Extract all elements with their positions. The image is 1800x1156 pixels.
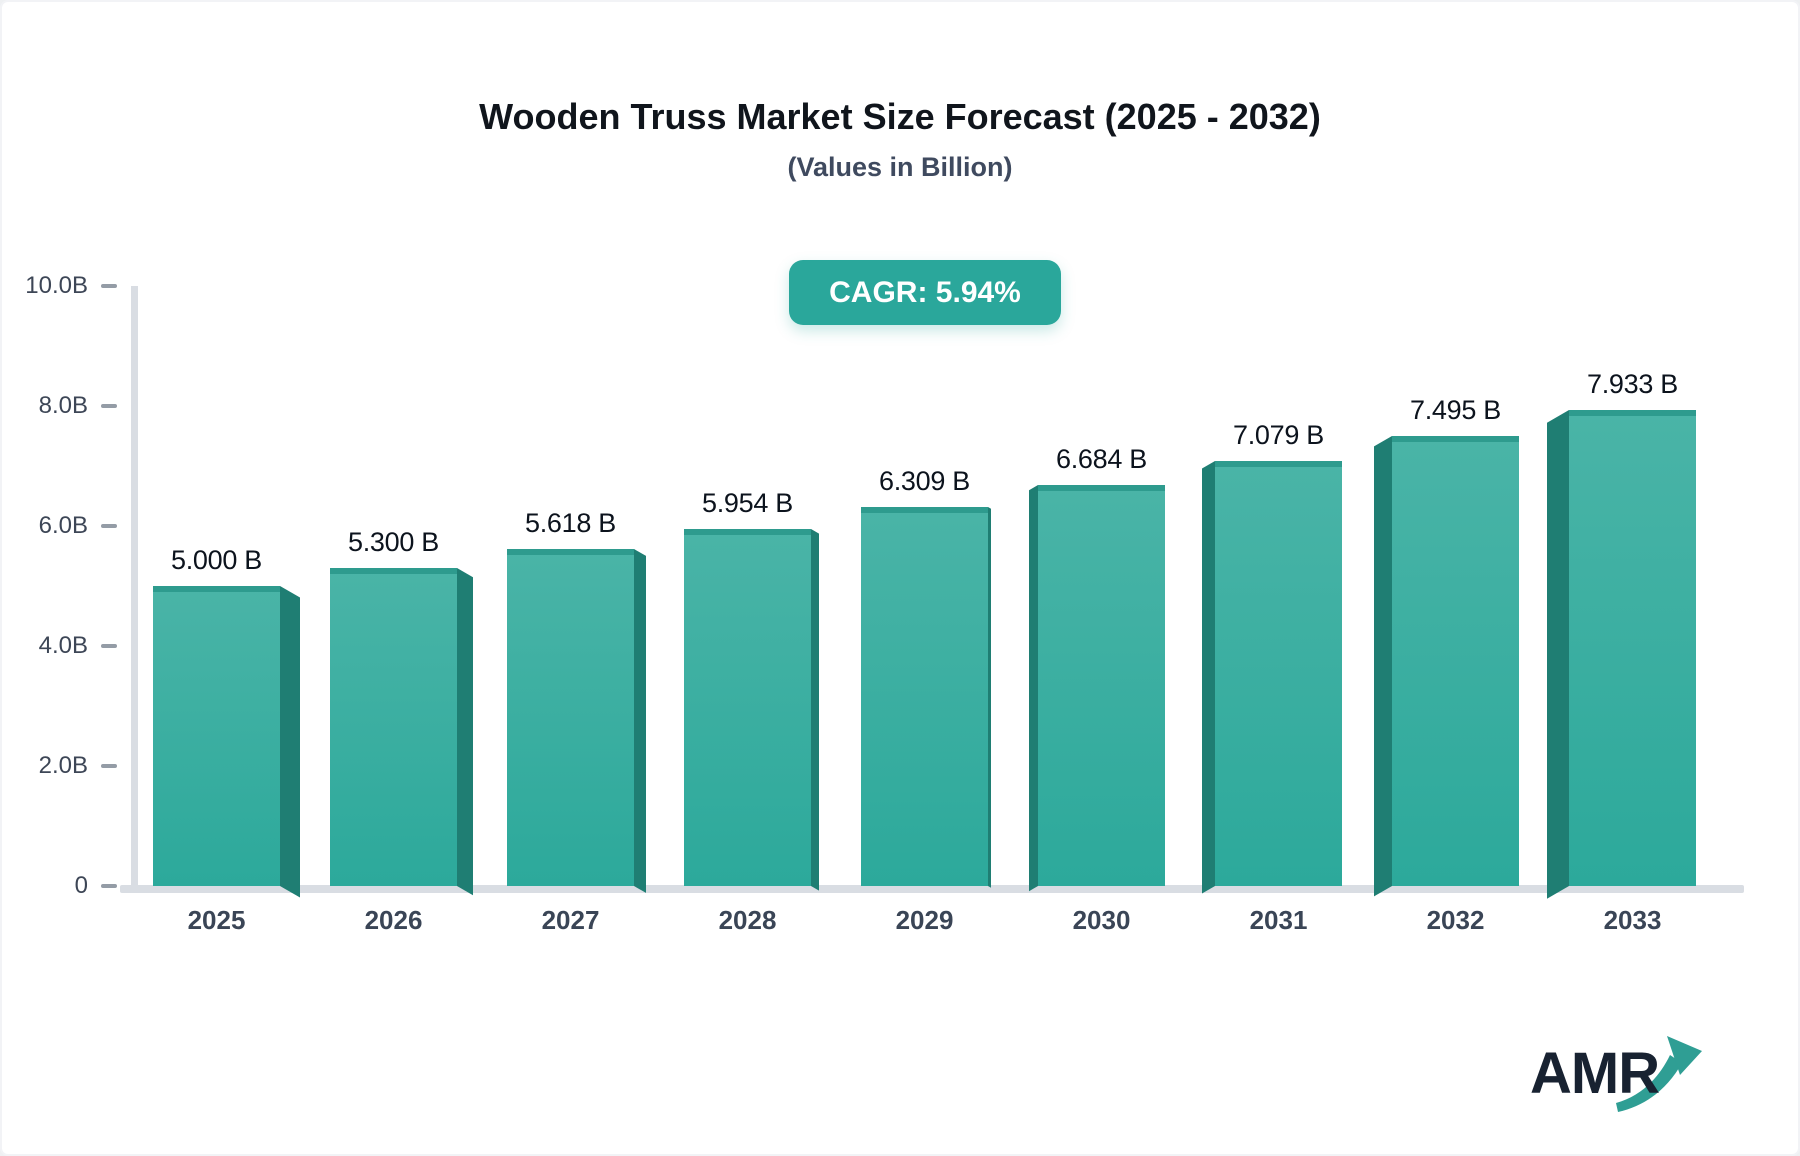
bar-front-face bbox=[1038, 485, 1165, 886]
y-axis-tick bbox=[101, 524, 117, 528]
x-axis-label: 2031 bbox=[1249, 905, 1308, 935]
bar-2025[interactable] bbox=[153, 586, 300, 898]
bar-side-face bbox=[1202, 461, 1215, 894]
y-axis-line bbox=[131, 286, 138, 886]
bar-value-label: 7.933 B bbox=[1587, 369, 1678, 399]
bar-value-label: 5.000 B bbox=[171, 545, 262, 575]
bar-top-edge bbox=[153, 586, 280, 592]
bar-top-edge bbox=[330, 568, 457, 574]
x-axis-line bbox=[120, 885, 1744, 893]
bar-2027[interactable] bbox=[507, 549, 646, 893]
bar-top-edge bbox=[507, 549, 634, 555]
chart-subtitle: (Values in Billion) bbox=[787, 152, 1013, 182]
x-axis-label: 2033 bbox=[1603, 905, 1662, 935]
x-axis-label: 2025 bbox=[187, 905, 246, 935]
x-axis-label: 2028 bbox=[718, 905, 777, 935]
bar-side-face bbox=[634, 549, 646, 893]
bar-front-face bbox=[1215, 461, 1342, 886]
bar-front-face bbox=[507, 549, 634, 886]
y-axis-tick bbox=[101, 764, 117, 768]
bar-side-face bbox=[457, 568, 473, 896]
bar-front-face bbox=[330, 568, 457, 886]
x-axis-label: 2029 bbox=[895, 905, 954, 935]
bar-value-label: 5.954 B bbox=[702, 488, 793, 518]
bar-2026[interactable] bbox=[330, 568, 473, 896]
bar-front-face bbox=[861, 507, 988, 886]
bar-2033[interactable] bbox=[1547, 410, 1696, 899]
y-axis-tick-label: 10.0B bbox=[25, 272, 88, 299]
company-logo[interactable]: AMR bbox=[1530, 1028, 1720, 1128]
logo-text: AMR bbox=[1530, 1041, 1660, 1106]
bar-front-face bbox=[153, 586, 280, 886]
x-axis-label: 2032 bbox=[1426, 905, 1485, 935]
x-axis-label: 2030 bbox=[1072, 905, 1131, 935]
y-axis-tick-label: 6.0B bbox=[38, 512, 88, 539]
bar-2028[interactable] bbox=[684, 529, 819, 891]
bar-top-edge bbox=[1038, 485, 1165, 491]
bar-value-label: 6.684 B bbox=[1056, 444, 1147, 474]
bar-2030[interactable] bbox=[1029, 485, 1165, 892]
y-axis-tick bbox=[101, 284, 117, 288]
x-axis-label: 2027 bbox=[541, 905, 600, 935]
bar-top-edge bbox=[684, 529, 811, 535]
logo-trend-arrow-icon bbox=[1616, 1036, 1702, 1112]
y-axis-tick-label: 4.0B bbox=[38, 632, 88, 659]
bar-value-label: 7.079 B bbox=[1233, 420, 1324, 450]
x-axis-label: 2026 bbox=[364, 905, 423, 935]
bar-value-label: 6.309 B bbox=[879, 466, 970, 496]
bar-2031[interactable] bbox=[1202, 461, 1342, 894]
bar-2029[interactable] bbox=[861, 507, 991, 888]
y-axis-tick-label: 8.0B bbox=[38, 392, 88, 419]
bar-side-face bbox=[1374, 436, 1392, 897]
bar-value-label: 5.300 B bbox=[348, 527, 439, 557]
bar-top-edge bbox=[861, 507, 988, 513]
y-axis-tick-label: 2.0B bbox=[38, 752, 88, 779]
bar-value-label: 5.618 B bbox=[525, 508, 616, 538]
bar-top-edge bbox=[1569, 410, 1696, 416]
bar-front-face bbox=[684, 529, 811, 886]
bar-side-face bbox=[280, 586, 300, 898]
bar-side-face bbox=[811, 529, 819, 891]
bar-front-face bbox=[1569, 410, 1696, 886]
bar-front-face bbox=[1392, 436, 1519, 886]
bar-side-face bbox=[1547, 410, 1569, 899]
bar-side-face bbox=[988, 507, 991, 888]
bar-top-edge bbox=[1392, 436, 1519, 442]
bar-top-edge bbox=[1215, 461, 1342, 467]
bar-side-face bbox=[1029, 485, 1038, 892]
cagr-badge: CAGR: 5.94% bbox=[789, 260, 1061, 325]
y-axis-tick bbox=[101, 404, 117, 408]
bar-2032[interactable] bbox=[1374, 436, 1519, 897]
chart-title: Wooden Truss Market Size Forecast (2025 … bbox=[479, 96, 1321, 137]
y-axis-tick-label: 0 bbox=[74, 872, 88, 899]
y-axis-tick bbox=[101, 884, 117, 888]
bar-value-label: 7.495 B bbox=[1410, 395, 1501, 425]
y-axis-tick bbox=[101, 644, 117, 648]
